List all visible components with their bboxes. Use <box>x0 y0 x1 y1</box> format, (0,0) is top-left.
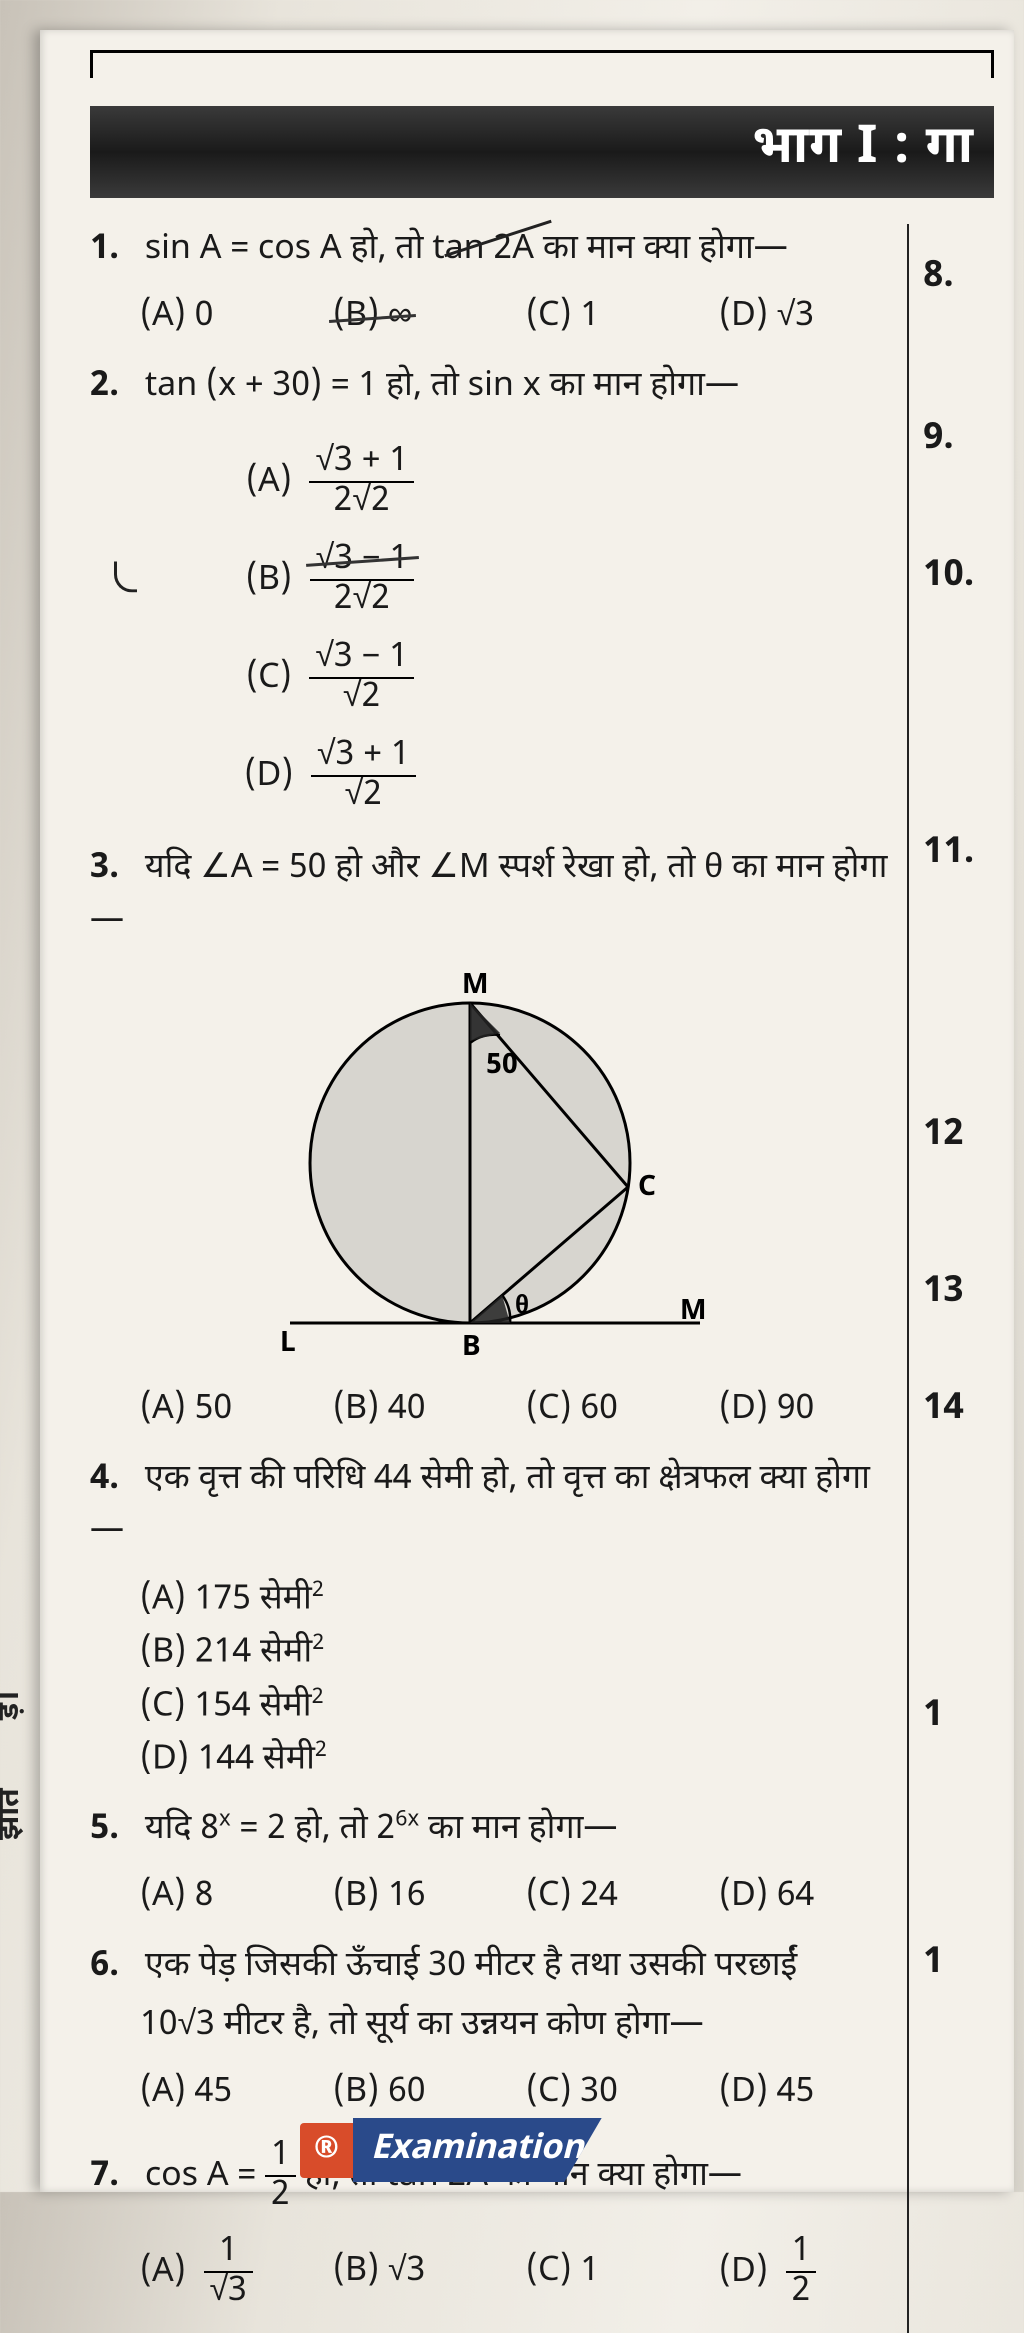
q5-tb: = 2 हो, तो 2 <box>231 1808 396 1852</box>
q5-opt-c: (C) 24 <box>526 1871 691 1923</box>
q5-ta: यदि 8 <box>145 1808 219 1852</box>
q1-opt-b: (B) ∞ <box>333 291 498 343</box>
q6-line1: एक पेड़ जिसकी ऊँचाई 30 मीटर है तथा उसकी … <box>145 1945 797 1989</box>
circle-diagram: 50 θ M C L B M <box>270 963 710 1363</box>
q5-number: 5. <box>90 1804 136 1857</box>
q2-opt-d: (D) √3 + 1√2 <box>140 727 520 825</box>
q1-strike: tan 2A <box>432 228 534 272</box>
q2-text: tan (x + 30) = 1 हो, तो sin x का मान होग… <box>145 365 739 409</box>
label-m-top: M <box>462 969 488 1005</box>
q7-opt-a: (A) 1√3 <box>140 2229 305 2315</box>
q5-e6x: 6x <box>395 1807 419 1836</box>
footer-r: ® <box>300 2123 353 2178</box>
q7-opt-b: (B) √3 <box>333 2246 498 2298</box>
top-frame <box>90 50 994 78</box>
content-columns: 1. sin A = cos A हो, तो tan 2A का मान क्… <box>90 224 994 2333</box>
q6-number: 6. <box>90 1941 136 1994</box>
label-l: L <box>280 1327 296 1363</box>
q7-opt-c: (C) 1 <box>526 2246 691 2298</box>
footer-badge: ® Examination <box>300 2118 602 2182</box>
side-qnum: 8. <box>923 254 994 301</box>
q2-options: (A) √3 + 12√2 (B) √3 − 12√2 (C) √3 − 1√2… <box>140 433 520 825</box>
q5-opt-d: (D) 64 <box>719 1871 884 1923</box>
footer-exam: Examination <box>353 2118 602 2182</box>
q1-text-b: का मान क्या होगा— <box>534 228 788 272</box>
q3-options: (A) 50 (B) 40 (C) 60 (D) 90 <box>140 1384 889 1436</box>
q4-opt-c: (C) 154 सेमी2 <box>140 1680 520 1733</box>
side-qnum: 13 <box>923 1269 994 1316</box>
label-theta: θ <box>515 1290 529 1324</box>
q2-opt-a: (A) √3 + 12√2 <box>140 433 520 531</box>
left-margin-text-b: झात <box>0 1788 31 1840</box>
q6-options: (A) 45 (B) 60 (C) 30 (D) 45 <box>140 2067 889 2119</box>
left-margin-text-a: ड़े। <box>0 1691 31 1720</box>
q5-options: (A) 8 (B) 16 (C) 24 (D) 64 <box>140 1871 889 1923</box>
side-qnum: 11. <box>923 830 994 877</box>
q5-ex: x <box>219 1807 231 1836</box>
label-c: C <box>638 1171 656 1207</box>
q6-opt-a: (A) 45 <box>140 2067 305 2119</box>
q6-opt-c: (C) 30 <box>526 2067 691 2119</box>
q2-number: 2. <box>90 361 136 414</box>
q3-number: 3. <box>90 843 136 896</box>
side-qnum: 1 <box>923 1940 994 1987</box>
question-4: 4. एक वृत्त की परिधि 44 सेमी हो, तो वृत्… <box>90 1454 889 1559</box>
side-qnum: 1 <box>923 1693 994 1740</box>
q5-opt-a: (A) 8 <box>140 1871 305 1923</box>
q5-tc: का मान होगा— <box>419 1808 617 1852</box>
q6-opt-b: (B) 60 <box>333 2067 498 2119</box>
q6-line2: 10√3 मीटर है, तो सूर्य का उन्नयन कोण होग… <box>140 2000 889 2053</box>
side-qnum: 10. <box>923 553 994 600</box>
q2-opt-b: (B) √3 − 12√2 <box>140 531 520 629</box>
main-column: 1. sin A = cos A हो, तो tan 2A का मान क्… <box>90 224 909 2333</box>
question-2: 2. tan (x + 30) = 1 हो, तो sin x का मान … <box>90 361 889 414</box>
q1-number: 1. <box>90 224 136 277</box>
q1-opt-d: (D) √3 <box>719 291 884 343</box>
q3-figure: 50 θ M C L B M <box>90 963 889 1370</box>
q4-opt-b: (B) 214 सेमी2 <box>140 1626 520 1679</box>
q7-options: (A) 1√3 (B) √3 (C) 1 (D) 12 <box>140 2229 889 2315</box>
label-b: B <box>462 1331 481 1363</box>
q3-opt-b: (B) 40 <box>333 1384 498 1436</box>
q1-text-a: sin A = cos A हो, तो <box>145 228 432 272</box>
side-qnum: 14 <box>923 1386 994 1433</box>
exam-page: भाग I : गा 1. sin A = cos A हो, तो tan 2… <box>40 30 1014 2192</box>
question-6: 6. एक पेड़ जिसकी ऊँचाई 30 मीटर है तथा उस… <box>90 1941 889 1994</box>
section-header: भाग I : गा <box>90 106 994 198</box>
side-qnum: 9. <box>923 416 994 463</box>
q5-opt-b: (B) 16 <box>333 1871 498 1923</box>
q7-ta: cos A = <box>145 2155 265 2199</box>
question-3: 3. यदि ∠A = 50 हो और ∠M स्पर्श रेखा हो, … <box>90 843 889 948</box>
q2-opt-c: (C) √3 − 1√2 <box>140 629 520 727</box>
q1-opt-a: (A) 0 <box>140 291 305 343</box>
label-m-right: M <box>680 1295 706 1331</box>
question-5: 5. यदि 8x = 2 हो, तो 26x का मान होगा— <box>90 1804 889 1857</box>
q7-opt-d: (D) 12 <box>719 2229 884 2315</box>
q3-opt-c: (C) 60 <box>526 1384 691 1436</box>
side-column: 8. 9. 10. 11. 12 13 14 1 1 <box>909 224 994 2333</box>
side-qnum: 12 <box>923 1112 994 1159</box>
q4-options: (A) 175 सेमी2 (B) 214 सेमी2 (C) 154 सेमी… <box>140 1573 889 1786</box>
q3-opt-a: (A) 50 <box>140 1384 305 1436</box>
q3-opt-d: (D) 90 <box>719 1384 884 1436</box>
q4-number: 4. <box>90 1454 136 1507</box>
q3-text: यदि ∠A = 50 हो और ∠M स्पर्श रेखा हो, तो … <box>90 847 887 944</box>
q1-options: (A) 0 (B) ∞ (C) 1 (D) √3 <box>140 291 889 343</box>
q4-opt-a: (A) 175 सेमी2 <box>140 1573 520 1626</box>
q4-text: एक वृत्त की परिधि 44 सेमी हो, तो वृत्त क… <box>90 1458 870 1555</box>
label-50: 50 <box>486 1049 518 1085</box>
q6-opt-d: (D) 45 <box>719 2067 884 2119</box>
q4-opt-d: (D) 144 सेमी2 <box>140 1733 520 1786</box>
q1-opt-c: (C) 1 <box>526 291 691 343</box>
q7-number: 7. <box>90 2151 136 2204</box>
question-1: 1. sin A = cos A हो, तो tan 2A का मान क्… <box>90 224 889 277</box>
